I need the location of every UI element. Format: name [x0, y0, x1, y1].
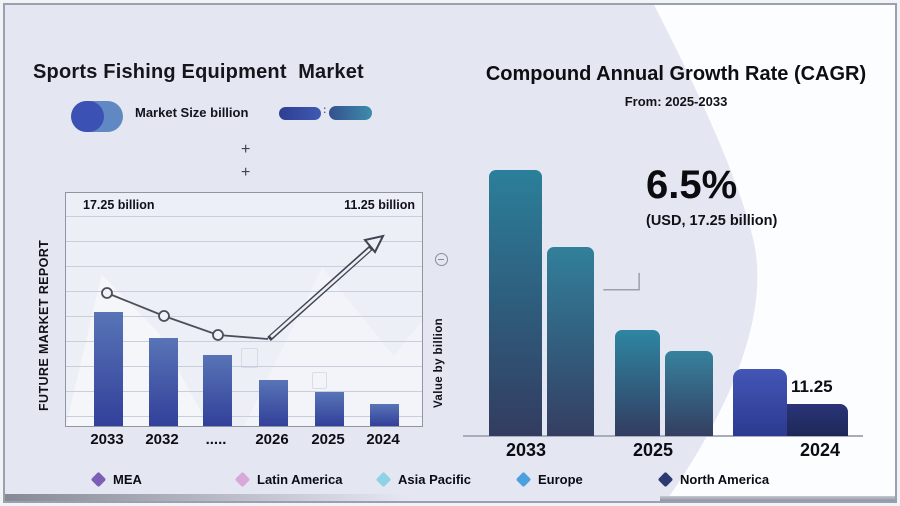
plus-icon: + — [241, 164, 251, 181]
legend-item-latin-america: Latin America — [234, 468, 343, 490]
cagr-usd-note: (USD, 17.25 billion) — [646, 213, 778, 229]
small-pill-icon-2 — [329, 106, 372, 120]
trend-line-and-arrow — [101, 234, 385, 342]
bar-..... — [202, 355, 232, 426]
market-size-label: Market Size billion — [135, 105, 249, 120]
gridline — [66, 291, 422, 292]
cagr-bar-2033-primary — [489, 170, 542, 436]
cagr-percentage: 6.5% — [646, 163, 738, 207]
value-by-billion-axis-label: Value by billion — [433, 317, 445, 409]
cagr-bar-2033-secondary — [547, 247, 594, 436]
line-marker — [158, 310, 170, 322]
faint-document-icon — [241, 348, 258, 368]
legend-item-north-america: North America — [657, 468, 770, 490]
arrowhead-icon — [363, 234, 385, 254]
background-shapes — [603, 5, 895, 501]
annotation-2033-value: 17.25 billion — [83, 198, 155, 212]
x-tick-label: ..... — [205, 431, 227, 448]
x-tick-label: 2025 — [632, 440, 674, 460]
legend-diamond-icon — [657, 471, 674, 487]
gridline — [66, 341, 422, 342]
bar-2025 — [314, 392, 344, 426]
bar-2026 — [258, 380, 288, 426]
bottom-right-shadow — [660, 496, 895, 501]
cagr-bar-2025-secondary — [665, 351, 713, 436]
cagr-chart-baseline — [463, 435, 863, 437]
bar-2024 — [369, 404, 399, 426]
legend-item-mea: MEA — [90, 468, 142, 490]
plus-icon: + — [241, 141, 251, 158]
line-marker — [101, 287, 113, 299]
legend-diamond-icon — [234, 471, 251, 487]
legend-label: Asia Pacific — [398, 471, 471, 487]
annotation-2024-value: 11.25 billion — [344, 198, 415, 212]
cagr-bar-2024-primary — [733, 369, 787, 436]
small-pill-icon-1 — [279, 107, 321, 120]
bar-2033 — [93, 312, 123, 426]
legend-diamond-icon — [90, 471, 107, 487]
outer-frame: Sports Fishing Equipment Market Market S… — [3, 3, 897, 503]
region-legend: MEA Latin America Asia Pacific Europe North … — [5, 468, 895, 490]
step-bracket-decoration — [603, 272, 640, 291]
gridline — [66, 391, 422, 392]
pill-separator: : — [323, 105, 327, 116]
page-title: Sports Fishing Equipment Market — [33, 61, 364, 83]
legend-label: Europe — [538, 471, 583, 487]
future-market-report-watermark: FUTURE MARKET REPORT — [37, 239, 51, 411]
legend-item-europe: Europe — [515, 468, 583, 490]
legend-diamond-icon — [515, 471, 532, 487]
x-tick-label: 2032 — [145, 431, 179, 448]
legend-label: Latin America — [257, 471, 343, 487]
bottom-left-shadow — [5, 494, 405, 501]
cagr-bar-2024-secondary — [785, 404, 848, 436]
gridline — [66, 216, 422, 217]
bar-2032 — [148, 338, 178, 426]
gridline — [66, 416, 422, 417]
x-tick-label: 2026 — [255, 431, 289, 448]
gridline — [66, 241, 422, 242]
cagr-bar-2025-primary — [615, 330, 660, 436]
x-tick-label: 2033 — [90, 431, 124, 448]
bar-value-label-2024: 11.25 — [791, 377, 833, 396]
x-tick-label: 2024 — [799, 440, 841, 460]
cagr-subtitle: From: 2025-2033 — [624, 94, 728, 109]
legend-label: MEA — [113, 471, 142, 487]
minus-circle-icon — [435, 253, 448, 266]
line-marker — [212, 329, 224, 341]
legend-diamond-icon — [375, 471, 392, 487]
legend-label: North America — [680, 471, 770, 487]
x-tick-label: 2025 — [311, 431, 345, 448]
cagr-title: Compound Annual Growth Rate (CAGR) — [485, 63, 867, 85]
market-size-chart: 17.25 billion 11.25 billion — [65, 192, 423, 427]
pill-half-icon — [71, 101, 104, 132]
x-tick-label: 2033 — [505, 440, 547, 460]
white-blob-shape — [654, 5, 895, 501]
market-size-pill-icon — [71, 101, 123, 132]
gridline — [66, 266, 422, 267]
gridline — [66, 316, 422, 317]
gridline — [66, 366, 422, 367]
x-tick-label: 2024 — [366, 431, 400, 448]
legend-item-asia-pacific: Asia Pacific — [375, 468, 471, 490]
faint-document-icon — [312, 372, 327, 389]
